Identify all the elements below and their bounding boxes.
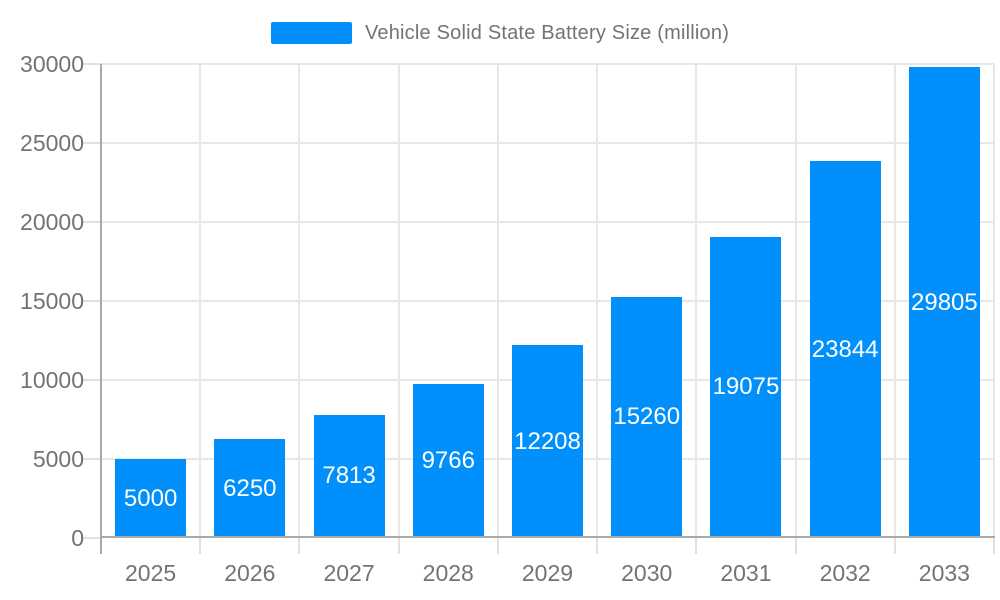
y-axis-tick (82, 221, 101, 223)
bar-2029[interactable]: 12208 (512, 345, 583, 538)
x-axis-tick (993, 538, 995, 554)
x-axis-label: 2026 (224, 560, 276, 586)
x-axis-label: 2028 (422, 560, 474, 586)
x-gridline (993, 64, 995, 538)
y-axis-label: 15000 (20, 288, 84, 314)
bar-value-label: 5000 (123, 484, 178, 512)
bar-2030[interactable]: 15260 (611, 296, 683, 538)
x-axis-tick (596, 538, 599, 554)
bar-value-label: 29805 (911, 288, 978, 316)
y-axis-tick (82, 142, 101, 144)
x-gridline (596, 64, 599, 538)
y-axis-label: 5000 (32, 446, 84, 472)
x-gridline (496, 64, 499, 538)
bar-value-label: 6250 (223, 474, 277, 502)
y-axis-label: 30000 (20, 51, 84, 77)
x-axis-label: 2030 (621, 560, 673, 586)
y-gridline (101, 300, 994, 302)
x-gridline (298, 64, 301, 538)
x-axis-label: 2032 (819, 560, 871, 586)
bar-2033[interactable]: 29805 (908, 67, 980, 538)
y-axis-label: 10000 (20, 367, 84, 393)
x-axis-tick (199, 538, 202, 554)
legend-swatch[interactable] (270, 22, 352, 44)
bar-2031[interactable]: 19075 (710, 236, 782, 538)
y-axis-tick (82, 458, 101, 460)
x-axis-label: 2025 (125, 560, 177, 586)
x-axis-tick (794, 538, 797, 554)
x-axis-tick (397, 538, 400, 554)
bar-value-label: 12208 (514, 427, 581, 455)
plot-area: 0 5000 10000 15000 20000 25000 30000 5000 2025 62… (20, 51, 995, 586)
y-axis-tick (82, 300, 101, 302)
x-gridline (397, 64, 400, 538)
bar-2032[interactable]: 23844 (809, 161, 881, 538)
bar-value-label: 7813 (322, 462, 376, 490)
x-axis-tick (695, 538, 698, 554)
y-gridline (101, 221, 994, 223)
x-axis-tick (893, 538, 896, 554)
x-gridline (695, 64, 698, 538)
y-axis-label: 25000 (20, 130, 84, 156)
bar-2027[interactable]: 7813 (313, 414, 385, 538)
y-axis-label: 0 (71, 525, 84, 551)
x-axis-tick (298, 538, 301, 554)
bar-value-label: 9766 (421, 446, 475, 474)
legend[interactable]: Vehicle Solid State Battery Size (millio… (0, 20, 1000, 46)
y-axis-tick (82, 537, 101, 539)
x-gridline (794, 64, 797, 538)
x-axis-tick (496, 538, 499, 554)
y-axis-tick (82, 379, 101, 381)
bar-value-label: 19075 (712, 373, 780, 401)
x-axis-label: 2031 (720, 560, 772, 586)
y-axis-label: 20000 (20, 209, 84, 235)
bar-value-label: 23844 (811, 335, 879, 363)
x-gridline (199, 64, 202, 538)
x-axis-label: 2033 (918, 560, 970, 586)
bar-2026[interactable]: 6250 (214, 439, 286, 538)
bar-value-label: 15260 (613, 403, 681, 431)
bar-2025[interactable]: 5000 (115, 459, 187, 538)
legend-label[interactable]: Vehicle Solid State Battery Size (millio… (364, 21, 730, 44)
x-axis-label: 2029 (521, 560, 574, 586)
y-axis-tick (82, 63, 101, 65)
x-axis-label: 2027 (323, 560, 375, 586)
y-gridline (101, 63, 994, 65)
x-gridline (893, 64, 896, 538)
bar-2028[interactable]: 9766 (412, 383, 484, 538)
x-axis-line (100, 536, 995, 538)
y-axis-line (100, 64, 102, 554)
y-gridline (101, 142, 994, 144)
